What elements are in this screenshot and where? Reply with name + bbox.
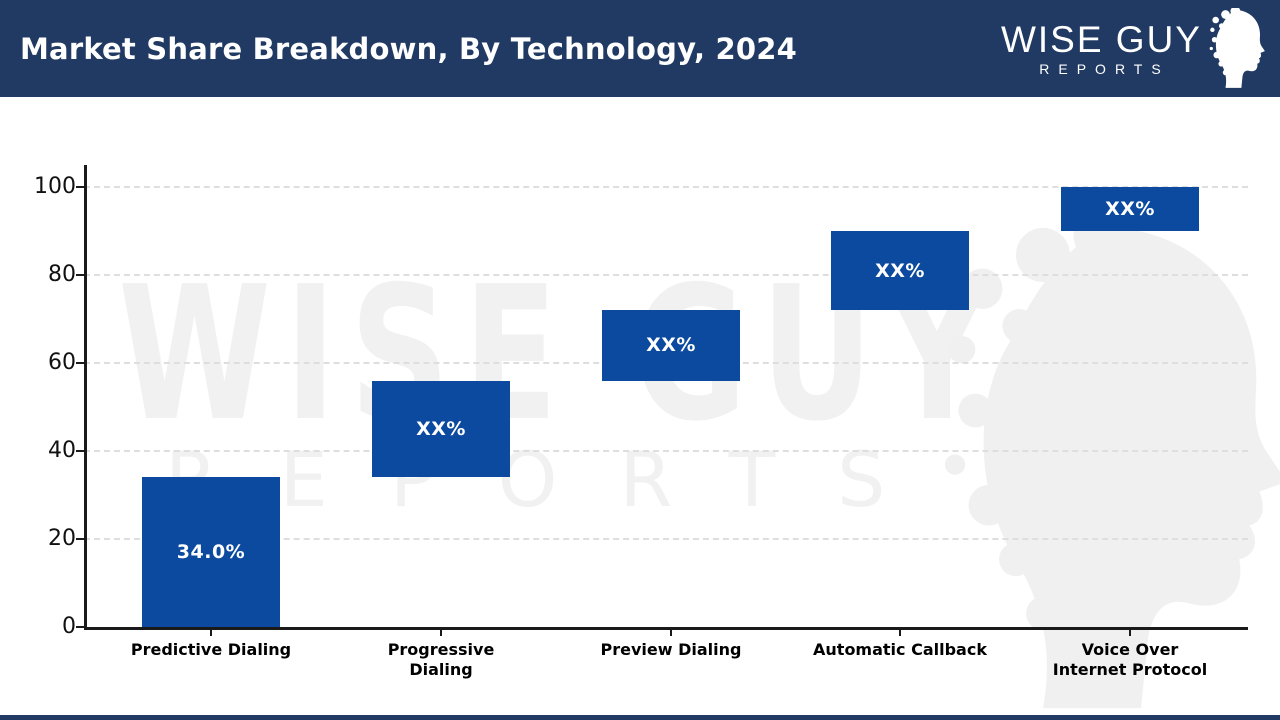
y-tick-mark-60	[76, 362, 84, 364]
header-bar: Market Share Breakdown, By Technology, 2…	[0, 0, 1280, 97]
x-tick-mark-2	[440, 629, 442, 636]
x-category-label-2: Progressive Dialing	[387, 640, 495, 679]
gridline-80	[84, 274, 1248, 276]
bar-4: XX%	[831, 231, 969, 311]
gridline-20	[84, 538, 1248, 540]
wise-guy-reports-logo: WISE GUY REPORTS	[1001, 0, 1280, 97]
page-title: Market Share Breakdown, By Technology, 2…	[20, 31, 798, 66]
y-tick-mark-100	[76, 186, 84, 188]
gridline-40	[84, 450, 1248, 452]
x-tick-mark-1	[210, 629, 212, 636]
y-tick-mark-0	[76, 626, 84, 628]
bar-1: 34.0%	[142, 477, 280, 627]
y-axis-line	[84, 165, 87, 629]
y-tick-label-100: 100	[34, 174, 76, 199]
x-category-label-1: Predictive Dialing	[130, 640, 292, 659]
bar-value-label-4: XX%	[875, 259, 925, 282]
logo-head-icon	[1206, 5, 1268, 90]
x-tick-mark-3	[670, 629, 672, 636]
bar-value-label-3: XX%	[646, 334, 696, 357]
y-tick-label-40: 40	[48, 438, 76, 463]
bar-value-label-5: XX%	[1105, 198, 1155, 220]
y-tick-label-60: 60	[48, 350, 76, 375]
y-tick-label-0: 0	[62, 614, 76, 639]
x-tick-mark-5	[1129, 629, 1131, 636]
x-category-label-3: Preview Dialing	[600, 640, 742, 659]
bar-5: XX%	[1061, 187, 1199, 231]
logo-wiseguy-label: WISE GUY	[1000, 18, 1202, 60]
y-tick-mark-20	[76, 538, 84, 540]
bar-3: XX%	[602, 310, 740, 381]
x-category-label-5: Voice Over Internet Protocol	[1052, 640, 1208, 679]
bar-value-label-2: XX%	[416, 417, 466, 440]
logo-reports-label: REPORTS	[1039, 60, 1170, 77]
x-axis-line	[84, 627, 1248, 630]
x-category-label-4: Automatic Callback	[813, 640, 987, 659]
y-tick-mark-40	[76, 450, 84, 452]
y-tick-mark-80	[76, 274, 84, 276]
footer-bar	[0, 715, 1280, 720]
x-tick-mark-4	[899, 629, 901, 636]
bar-value-label-1: 34.0%	[176, 541, 246, 564]
y-tick-label-80: 80	[48, 262, 76, 287]
gridline-100	[84, 186, 1248, 188]
y-tick-label-20: 20	[48, 526, 76, 551]
watermark-reports-text: REPORTS	[165, 435, 948, 524]
logo-text: WISE GUY REPORTS	[1001, 21, 1202, 77]
bar-2: XX%	[372, 380, 510, 478]
